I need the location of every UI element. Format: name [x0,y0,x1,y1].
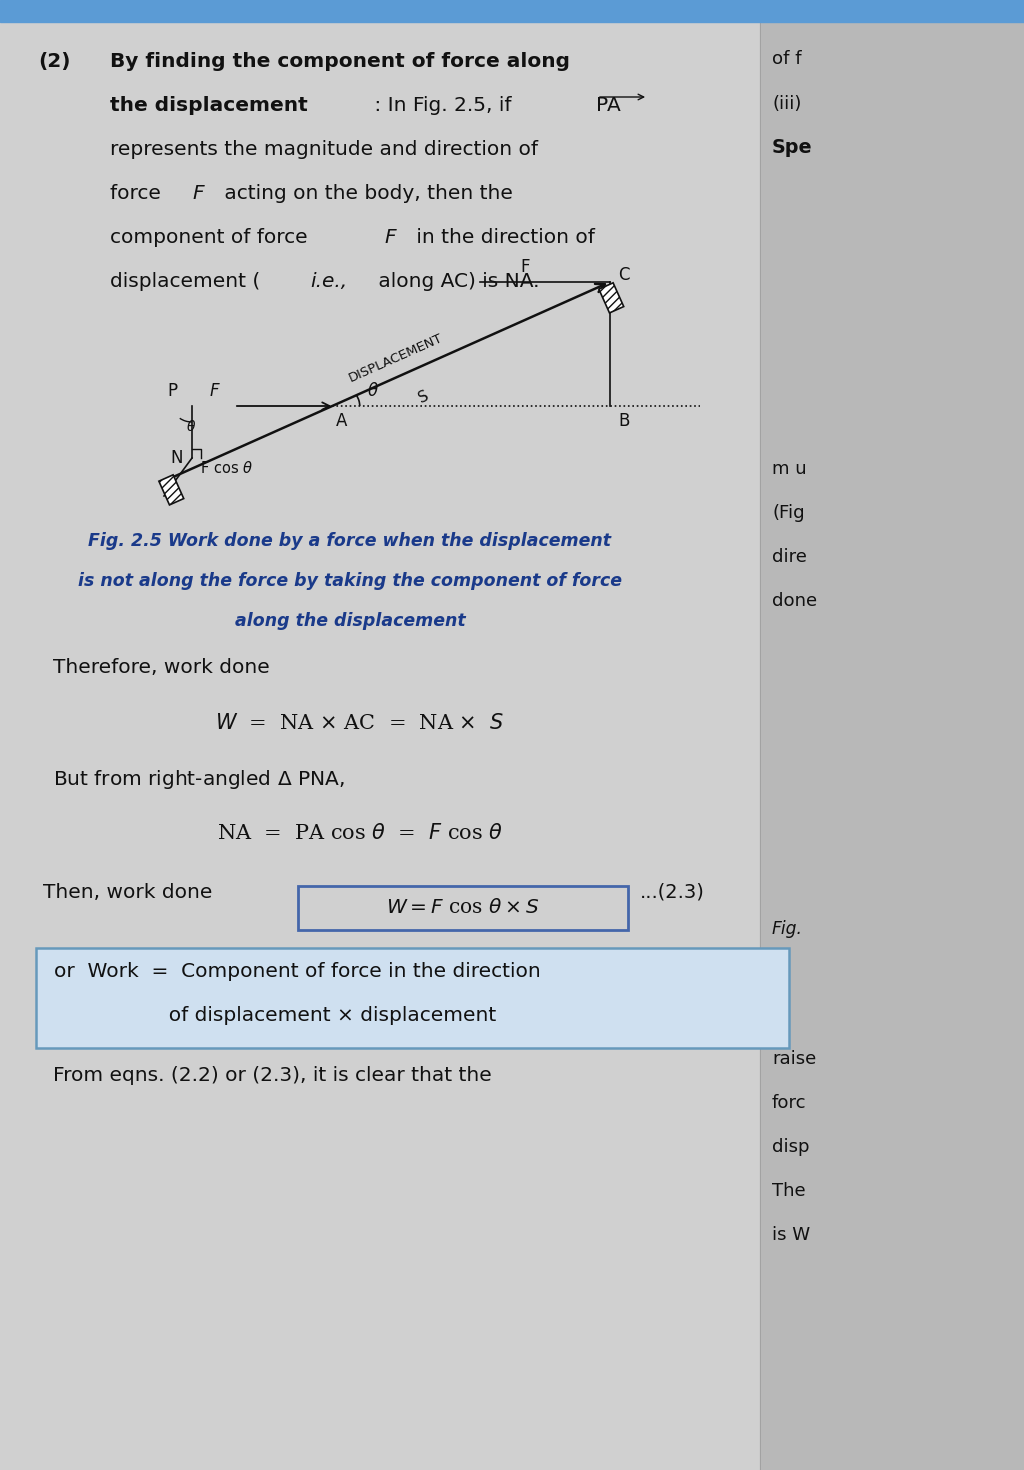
Text: dire: dire [772,548,807,566]
Text: F: F [193,184,204,203]
Bar [0,0,1024,22]
Text: PA: PA [596,96,621,115]
Text: $W = F$ cos $\theta \times S$: $W = F$ cos $\theta \times S$ [386,898,540,917]
Text: represents the magnitude and direction of: represents the magnitude and direction o… [110,140,538,159]
Text: force: force [110,184,167,203]
Text: (2): (2) [38,51,71,71]
Text: the displacement: the displacement [110,96,308,115]
Text: F cos $\theta$: F cos $\theta$ [200,460,253,476]
Text: Therefore, work done: Therefore, work done [53,659,269,678]
Text: Fig.: Fig. [772,920,803,938]
Text: is not along the force by taking the component of force: is not along the force by taking the com… [78,572,622,589]
Text: $\theta$: $\theta$ [368,382,379,400]
Bar [760,0,1024,1470]
Bar [36,948,790,1048]
Text: C: C [618,266,630,284]
Text: The: The [772,1182,806,1200]
Text: F: F [520,259,529,276]
Text: : In Fig. 2.5, if: : In Fig. 2.5, if [368,96,518,115]
Text: B: B [618,412,630,431]
Text: raise: raise [772,1050,816,1069]
Text: (Fig: (Fig [772,504,805,522]
Text: m u: m u [772,460,807,478]
Text: disp: disp [772,1138,810,1155]
Text: ...(2.3): ...(2.3) [640,883,705,903]
Text: F: F [210,382,219,400]
Text: along the displacement: along the displacement [234,612,465,631]
Text: Fig. 2.5 Work done by a force when the displacement: Fig. 2.5 Work done by a force when the d… [88,532,611,550]
Text: $W$  =  NA $\times$ AC  =  NA $\times$  $S$: $W$ = NA $\times$ AC = NA $\times$ $S$ [215,713,505,734]
Text: forc: forc [772,1094,807,1111]
Text: i.e.,: i.e., [310,272,347,291]
Text: displacement (: displacement ( [110,272,260,291]
Text: Then, work done: Then, work done [43,883,212,903]
Text: in the direction of: in the direction of [410,228,595,247]
Text: of displacement × displacement: of displacement × displacement [54,1005,497,1025]
Text: By finding the component of force along: By finding the component of force along [110,51,570,71]
Text: component of force: component of force [110,228,314,247]
Polygon shape [159,475,183,504]
Text: N: N [170,448,182,467]
Text: NA  =  PA cos $\theta$  =  $F$ cos $\theta$: NA = PA cos $\theta$ = $F$ cos $\theta$ [217,823,503,842]
Text: But from right-angled $\Delta$ PNA,: But from right-angled $\Delta$ PNA, [53,767,345,791]
Text: S: S [417,388,431,406]
Text: A: A [336,412,347,431]
Text: $\theta$: $\theta$ [186,419,197,434]
Text: is W: is W [772,1226,810,1244]
Text: P: P [167,382,177,400]
Text: F: F [384,228,395,247]
Text: or  Work  =  Component of force in the direction: or Work = Component of force in the dire… [54,961,541,980]
Text: along AC) is NA.: along AC) is NA. [372,272,540,291]
Text: From eqns. (2.2) or (2.3), it is clear that the: From eqns. (2.2) or (2.3), it is clear t… [53,1066,492,1085]
Text: Spe: Spe [772,138,812,157]
Bar [298,886,628,931]
Text: done: done [772,592,817,610]
Text: acting on the body, then the: acting on the body, then the [218,184,513,203]
Text: of f: of f [772,50,802,68]
Polygon shape [599,282,624,313]
Text: (iii): (iii) [772,96,802,113]
Text: DISPLACEMENT: DISPLACEMENT [346,331,444,385]
